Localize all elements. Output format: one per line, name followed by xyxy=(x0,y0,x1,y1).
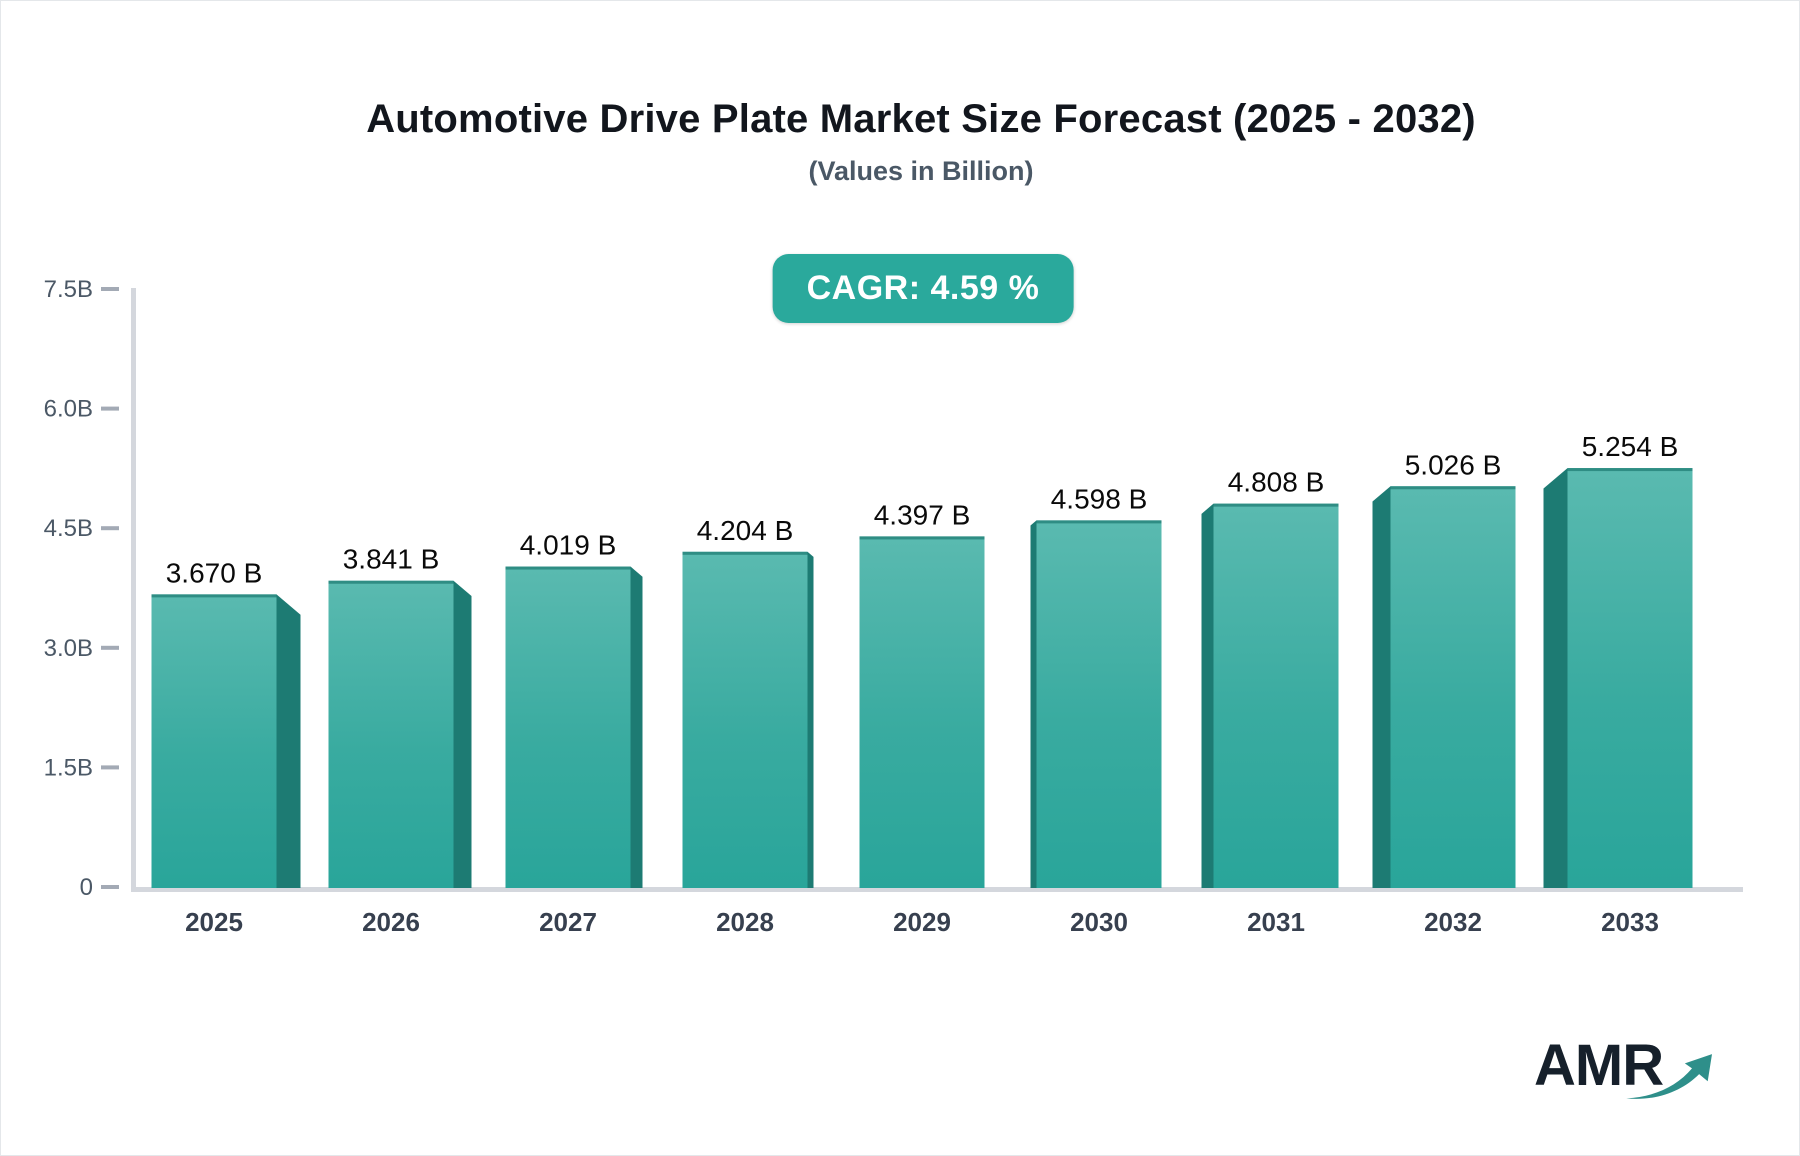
x-axis-label-2028: 2028 xyxy=(716,907,774,937)
x-axis-label-2027: 2027 xyxy=(539,907,597,937)
x-axis-label-2025: 2025 xyxy=(185,907,243,937)
bar-value-label-2032: 5.026 B xyxy=(1405,449,1502,480)
bar-side-2033 xyxy=(1543,468,1568,888)
x-axis-label-2029: 2029 xyxy=(893,907,951,937)
bar-value-label-2027: 4.019 B xyxy=(520,530,617,561)
bar-2029 xyxy=(859,536,985,888)
amr-logo-text: AMR xyxy=(1534,1033,1664,1098)
bar-side-2028 xyxy=(807,551,814,888)
bar-side-2032 xyxy=(1372,486,1391,888)
amr-logo: AMR xyxy=(1534,1037,1734,1127)
bar-2028 xyxy=(682,551,808,888)
cagr-badge: CAGR: 4.59 % xyxy=(772,254,1074,323)
y-tick xyxy=(101,885,119,889)
x-axis-label-2026: 2026 xyxy=(362,907,420,937)
y-tick-label: 1.5B xyxy=(44,754,93,781)
chart-title: Automotive Drive Plate Market Size Forec… xyxy=(366,97,1476,141)
bar-side-2030 xyxy=(1030,520,1037,888)
bar-side-2025 xyxy=(276,594,301,888)
growth-arrow-icon xyxy=(1626,1054,1712,1099)
bar-2033 xyxy=(1567,468,1693,888)
x-axis-label-2030: 2030 xyxy=(1070,907,1128,937)
x-axis-label-2031: 2031 xyxy=(1247,907,1305,937)
bar-value-label-2026: 3.841 B xyxy=(343,544,440,575)
x-axis-line xyxy=(131,887,1743,892)
bar-top-edge-2028 xyxy=(682,551,808,555)
y-axis-line xyxy=(131,288,136,891)
bar-2031 xyxy=(1213,503,1339,888)
bar-top-edge-2033 xyxy=(1567,468,1693,472)
bar-side-2031 xyxy=(1201,503,1214,888)
bar-value-label-2031: 4.808 B xyxy=(1228,467,1325,498)
y-tick xyxy=(101,765,119,770)
y-tick-label: 7.5B xyxy=(44,276,93,303)
y-tick-label: 6.0B xyxy=(44,396,93,423)
bar-top-edge-2025 xyxy=(151,594,277,598)
y-tick-label: 4.5B xyxy=(44,515,93,542)
y-tick xyxy=(101,287,119,291)
bar-top-edge-2029 xyxy=(859,536,985,540)
bar-side-2027 xyxy=(630,566,643,888)
chart-subtitle: (Values in Billion) xyxy=(808,156,1034,186)
x-axis-label-2033: 2033 xyxy=(1601,907,1659,937)
y-tick xyxy=(101,406,119,411)
bar-2032 xyxy=(1390,486,1516,888)
y-tick-label: 0 xyxy=(80,874,93,901)
chart-header: Automotive Drive Plate Market Size Forec… xyxy=(22,97,1799,187)
bar-value-label-2033: 5.254 B xyxy=(1582,431,1679,462)
bar-top-edge-2027 xyxy=(505,566,631,570)
bar-value-label-2029: 4.397 B xyxy=(874,499,971,530)
bar-side-2026 xyxy=(453,580,472,888)
bar-2026 xyxy=(328,580,454,888)
bar-top-edge-2031 xyxy=(1213,503,1339,507)
bar-top-edge-2032 xyxy=(1390,486,1516,490)
bar-2030 xyxy=(1036,520,1162,888)
growth-arrow-path xyxy=(1626,1054,1712,1099)
y-tick xyxy=(101,526,119,531)
bar-value-label-2028: 4.204 B xyxy=(697,515,794,546)
bar-value-label-2030: 4.598 B xyxy=(1051,483,1148,514)
bar-top-edge-2030 xyxy=(1036,520,1162,524)
y-tick-label: 3.0B xyxy=(44,635,93,662)
bar-top-edge-2026 xyxy=(328,580,454,584)
bar-2025 xyxy=(151,594,277,888)
y-tick xyxy=(101,645,119,650)
bar-value-label-2025: 3.670 B xyxy=(166,557,263,588)
bar-2027 xyxy=(505,566,631,888)
x-axis-label-2032: 2032 xyxy=(1424,907,1482,937)
